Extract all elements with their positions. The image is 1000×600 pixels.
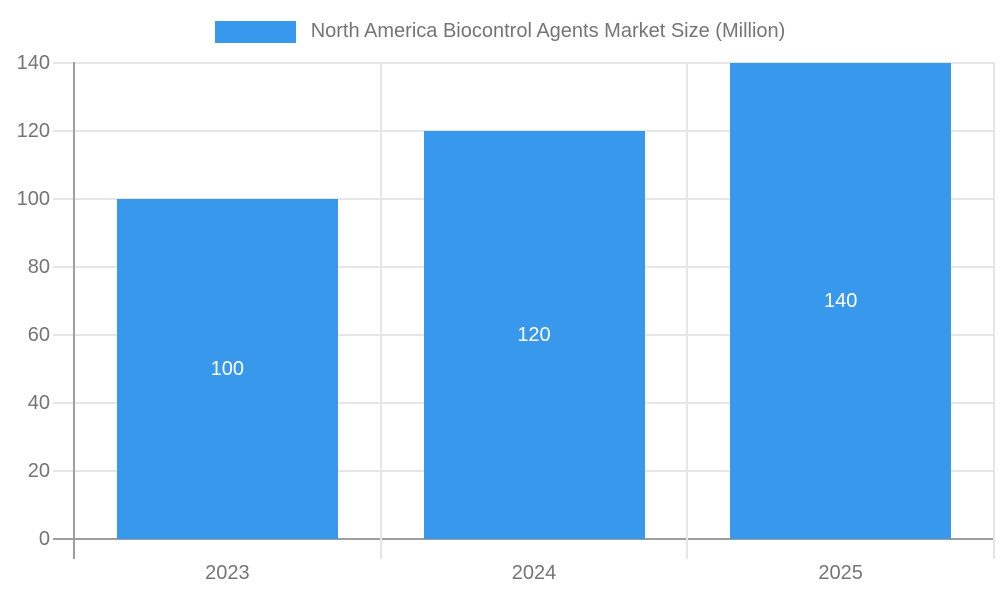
gridline-vertical: [993, 62, 995, 559]
x-axis-baseline: [53, 538, 994, 540]
y-axis-tick-label: 80: [27, 256, 50, 278]
bar-2024[interactable]: [423, 131, 645, 539]
bar-value-label: 140: [823, 290, 858, 312]
bar-2023[interactable]: [116, 199, 338, 539]
legend[interactable]: North America Biocontrol Agents Market S…: [0, 20, 1000, 43]
legend-swatch: [214, 20, 296, 43]
bar-value-label: 120: [517, 324, 551, 346]
y-axis-tick-label: 120: [16, 120, 50, 142]
gridline-horizontal: [53, 62, 994, 64]
y-axis-tick-label: 60: [27, 324, 50, 346]
x-axis-tick-label: 2023: [205, 562, 250, 584]
y-axis-line: [73, 62, 75, 559]
x-axis-tick-label: 2024: [511, 562, 557, 584]
y-axis-tick-label: 20: [27, 460, 50, 482]
y-axis-tick-label: 140: [16, 52, 50, 74]
y-axis-tick-label: 40: [27, 392, 50, 414]
gridline-vertical: [379, 62, 382, 559]
y-axis-tick-label: 100: [16, 188, 50, 210]
bar-2025[interactable]: [730, 63, 952, 539]
gridline-vertical: [686, 62, 689, 559]
legend-label: North America Biocontrol Agents Market S…: [310, 20, 786, 42]
bar-value-label: 100: [210, 358, 245, 380]
y-axis-tick-label: 0: [38, 528, 50, 550]
x-axis-tick-label: 2025: [818, 562, 863, 584]
